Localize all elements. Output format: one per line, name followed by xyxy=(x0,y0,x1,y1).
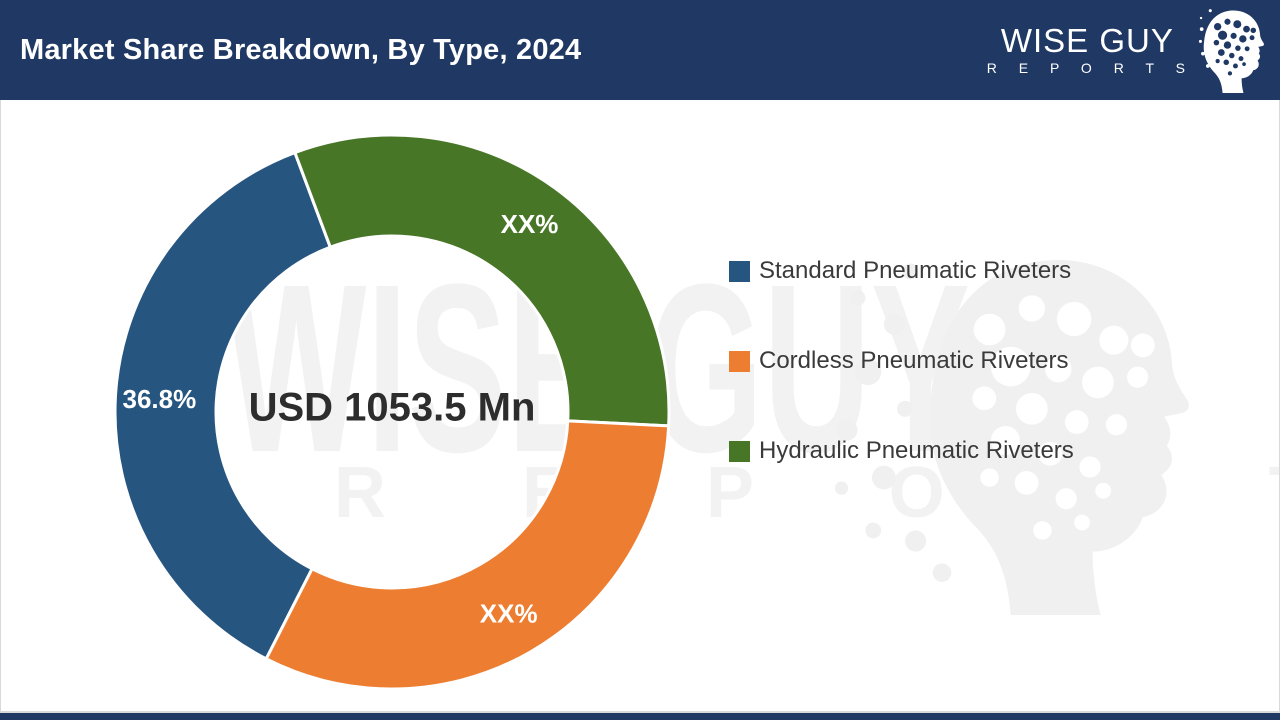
wiseguy-logo: WISE GUY R E P O R T S xyxy=(981,6,1268,94)
legend-swatch xyxy=(729,440,750,462)
donut-slice-standard-pneumatic-riveters xyxy=(113,151,332,661)
legend-label: Standard Pneumatic Riveters xyxy=(759,257,1072,284)
dotted-head-profile-icon xyxy=(1198,9,1264,93)
bottom-bar xyxy=(0,711,1280,720)
legend-swatch xyxy=(729,350,750,372)
chart-area: WISE GUY R E P O R T S 36.8%XX%XX% xyxy=(0,100,1280,711)
legend-item: Hydraulic Pneumatic Riveters xyxy=(729,436,1074,466)
legend-label: Hydraulic Pneumatic Riveters xyxy=(759,437,1074,464)
logo-wordmark: WISE GUY xyxy=(1000,21,1174,59)
slice-label: XX% xyxy=(501,209,559,239)
donut-slice-cordless-pneumatic-riveters xyxy=(264,419,671,691)
donut-center-value: USD 1053.5 Mn xyxy=(248,385,536,430)
legend-label: Cordless Pneumatic Riveters xyxy=(759,347,1069,374)
header: Market Share Breakdown, By Type, 2024 WI… xyxy=(0,0,1280,100)
donut-slice-hydraulic-pneumatic-riveters xyxy=(293,133,671,428)
legend-swatch xyxy=(729,260,750,282)
donut-chart: 36.8% XX% XX% xyxy=(113,133,671,691)
legend: Standard Pneumatic Riveters Cordless Pne… xyxy=(729,256,1074,466)
logo-subtext: R E P O R T S xyxy=(986,60,1194,77)
page-title: Market Share Breakdown, By Type, 2024 xyxy=(20,33,582,66)
legend-item: Standard Pneumatic Riveters xyxy=(729,256,1074,286)
watermark-head-icon xyxy=(834,259,1189,615)
slice-label: 36.8% xyxy=(123,384,197,414)
legend-item: Cordless Pneumatic Riveters xyxy=(729,346,1074,376)
slice-label: XX% xyxy=(480,599,538,629)
